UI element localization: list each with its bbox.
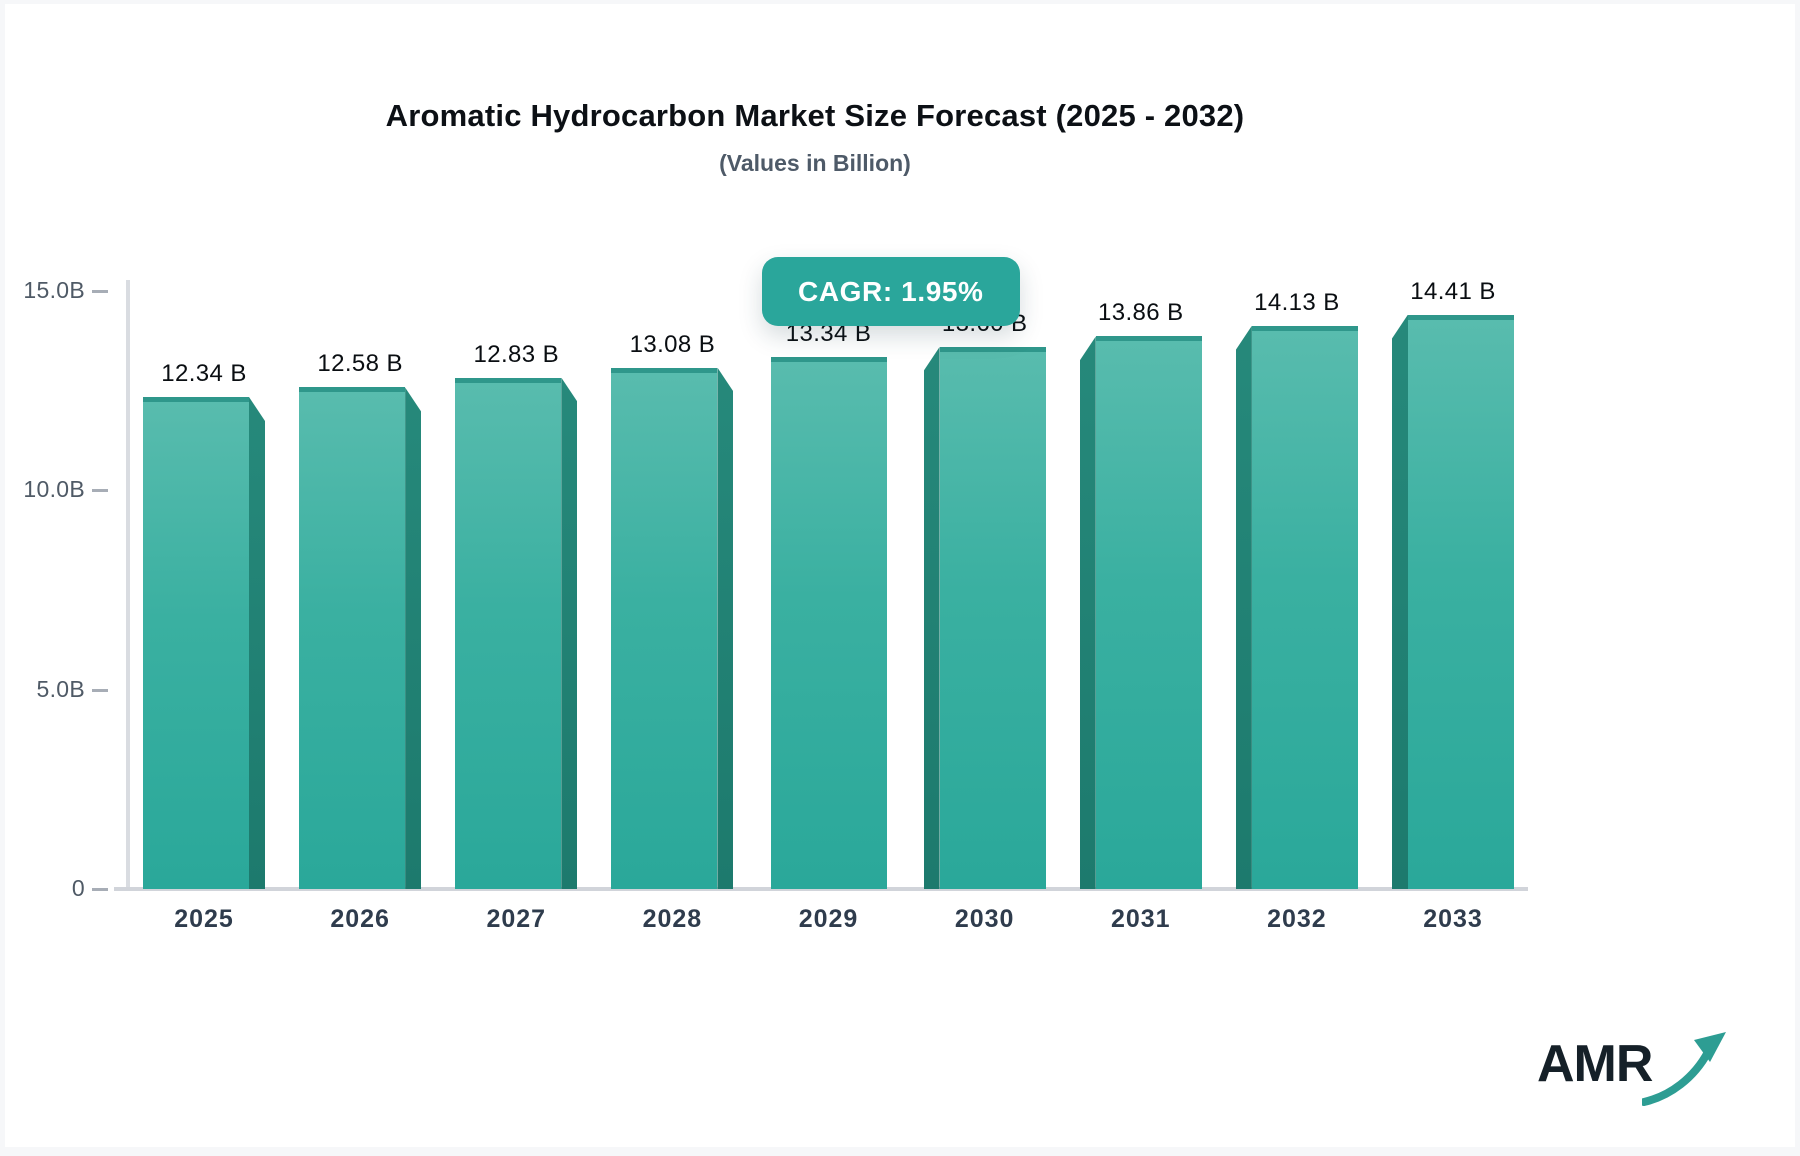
bar-2026: [299, 387, 422, 889]
y-tick-label: 15.0B: [23, 277, 85, 303]
x-axis-label-2026: 2026: [330, 905, 390, 933]
bar-2028: [611, 367, 734, 889]
chart-title: Aromatic Hydrocarbon Market Size Forecas…: [385, 98, 1245, 133]
bar-face: [1251, 325, 1358, 889]
bar-face: [455, 377, 562, 889]
x-axis-label-2033: 2033: [1423, 905, 1483, 933]
bar-group-2032: 14.13 B: [1235, 289, 1359, 889]
bar-side-shadow: [923, 346, 940, 889]
y-tick-label: 0: [71, 875, 85, 901]
bar-2025: [143, 397, 265, 889]
y-tick-label: 10.0B: [23, 476, 85, 503]
bar-group-2033: 14.41 B: [1391, 278, 1515, 889]
y-tick-mark: [92, 688, 108, 692]
bar-side-shadow: [561, 377, 578, 889]
bar-group-2030: 13.60 B: [923, 310, 1047, 889]
bar-face: [1095, 336, 1202, 889]
bar-2032: [1235, 325, 1358, 889]
bar-side-shadow: [249, 397, 265, 889]
bar-2027: [455, 377, 578, 889]
bar-face: [770, 357, 887, 889]
y-tick-label: 5.0B: [36, 675, 85, 702]
bar-value-label: 12.58 B: [317, 350, 403, 378]
bar-group-2025: 12.34 B: [142, 360, 266, 889]
x-axis-labels: 2025 2026 2027 2028 2029 2030 2031 2032 2033: [132, 905, 1525, 934]
bar-side-shadow: [717, 367, 734, 889]
bar-face: [1408, 314, 1514, 889]
y-tick-mark: [92, 489, 108, 493]
bar-group-2026: 12.58 B: [298, 350, 422, 889]
bar-value-label: 12.34 B: [161, 360, 247, 388]
x-axis-label-2032: 2032: [1267, 905, 1327, 933]
x-axis-baseline: [114, 887, 1528, 891]
x-axis-label-2025: 2025: [174, 905, 234, 933]
bar-side-shadow: [405, 387, 422, 889]
bar-side-shadow: [1392, 314, 1408, 889]
bar-side-shadow: [1079, 336, 1096, 889]
bar-value-label: 13.08 B: [629, 330, 716, 358]
x-axis-label-2031: 2031: [1110, 905, 1171, 933]
y-tick-mark: [92, 290, 108, 293]
bar-group-2027: 12.83 B: [454, 341, 578, 889]
x-axis-label-2027: 2027: [486, 905, 547, 933]
logo-text: AMR: [1537, 1035, 1653, 1093]
bar-plot-area: 12.34 B 12.58 B 12.83 B 13.08 B 13.34 B 13.60…: [132, 278, 1525, 889]
x-axis-label-2030: 2030: [954, 905, 1015, 933]
y-tick-mark: [92, 888, 108, 891]
bar-face: [299, 387, 406, 889]
bar-2030: [923, 346, 1046, 889]
bar-value-label: 13.86 B: [1097, 299, 1184, 327]
bar-value-label: 14.13 B: [1254, 288, 1340, 316]
bar-2031: [1079, 336, 1202, 889]
chart-subtitle: (Values in Billion): [719, 150, 911, 176]
cagr-badge: CAGR: 1.95%: [762, 257, 1020, 326]
growth-arrow-icon: [1640, 1030, 1728, 1111]
bar-value-label: 12.83 B: [473, 340, 560, 368]
bar-face: [611, 367, 718, 889]
bar-2029: [770, 357, 887, 889]
chart-card: Aromatic Hydrocarbon Market Size Forecas…: [5, 4, 1795, 1147]
amr-logo: AMR: [1537, 1032, 1728, 1111]
bar-2033: [1392, 314, 1514, 889]
bar-group-2029: 13.34 B: [767, 320, 891, 889]
bar-side-shadow: [1235, 325, 1252, 889]
x-axis-label-2028: 2028: [642, 905, 703, 933]
bar-group-2031: 13.86 B: [1079, 299, 1203, 889]
bar-face: [939, 346, 1046, 889]
bar-value-label: 14.41 B: [1410, 277, 1496, 305]
y-axis-line: [126, 280, 130, 889]
x-axis-label-2029: 2029: [798, 905, 859, 933]
bar-group-2028: 13.08 B: [610, 331, 734, 889]
bar-face: [143, 397, 249, 889]
